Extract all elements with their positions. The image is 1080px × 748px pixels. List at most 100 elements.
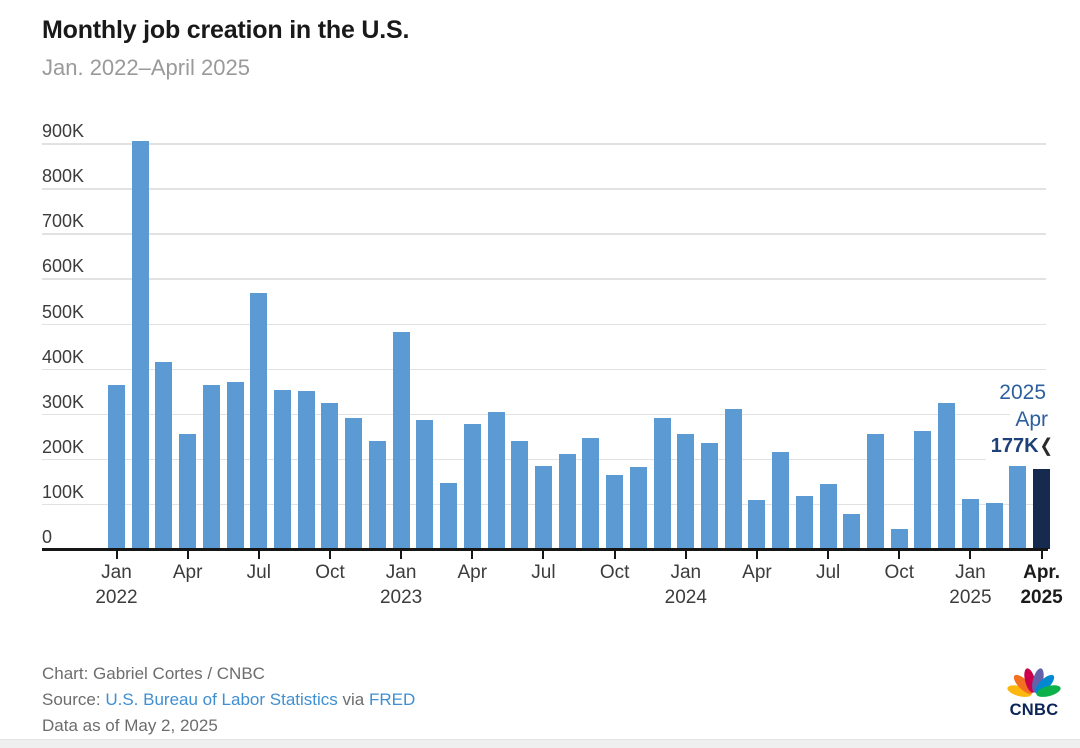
x-axis-line: [42, 548, 1048, 551]
x-axis-year-label-2024: 2024: [664, 587, 707, 608]
x-axis-tick: [969, 550, 972, 559]
x-axis-tick: [1040, 550, 1043, 559]
source-link-bls[interactable]: U.S. Bureau of Labor Statistics: [105, 690, 338, 709]
bar-oct-2022[interactable]: [321, 402, 339, 549]
bar-jan-2023[interactable]: [392, 331, 410, 549]
bar-mar-2025[interactable]: [1009, 465, 1027, 549]
gridline-500K: [42, 323, 1046, 325]
bar-oct-2023[interactable]: [606, 474, 624, 549]
x-axis-year-label-2025: 2025: [949, 587, 992, 608]
bar-jan-2024[interactable]: [677, 433, 695, 549]
annotation-pointer-icon: ❮: [1039, 436, 1053, 457]
y-axis-label-500K: 500K: [42, 301, 85, 322]
bar-jan-2025[interactable]: [961, 498, 979, 549]
bar-mar-2024[interactable]: [724, 409, 742, 549]
x-axis-label-Jan-2023: Jan: [385, 562, 417, 583]
gridline-800K: [42, 188, 1046, 190]
x-axis-tick: [827, 550, 830, 559]
gridline-200K: [42, 458, 1046, 461]
data-as-of: Data as of May 2, 2025: [42, 716, 218, 735]
x-axis-tick: [257, 550, 260, 559]
bar-nov-2024[interactable]: [914, 431, 932, 549]
x-axis-label-Apr: Apr: [742, 562, 772, 583]
bar-sep-2023[interactable]: [582, 438, 600, 549]
bar-dec-2023[interactable]: [653, 418, 671, 549]
bar-apr-2022[interactable]: [179, 434, 197, 549]
y-axis-label-300K: 300K: [42, 391, 85, 412]
x-axis-label-Jul: Jul: [531, 562, 556, 583]
bar-aug-2022[interactable]: [274, 390, 292, 549]
y-axis-label-400K: 400K: [42, 346, 85, 367]
bar-feb-2022[interactable]: [131, 141, 149, 549]
bar-feb-2024[interactable]: [701, 442, 718, 549]
source-prefix: Source:: [42, 690, 101, 709]
bar-sep-2024[interactable]: [867, 433, 885, 549]
bar-feb-2023[interactable]: [416, 419, 434, 549]
bar-jul-2024[interactable]: [819, 484, 837, 549]
page-title: Monthly job creation in the U.S.: [42, 16, 410, 44]
peacock-icon: [1007, 668, 1061, 697]
cnbc-logo[interactable]: CNBC: [1002, 662, 1066, 724]
chart-source-line: Source: U.S. Bureau of Labor Statistics …: [42, 687, 415, 713]
x-axis-tick: [471, 550, 474, 559]
x-axis-year-label-2022: 2022: [95, 587, 138, 608]
annotation-year: 2025: [994, 379, 1046, 406]
chart-footer: Chart: Gabriel Cortes / CNBC Source: U.S…: [42, 661, 415, 739]
bar-jan-2022[interactable]: [108, 384, 125, 549]
bar-nov-2023[interactable]: [629, 466, 647, 549]
x-axis-label-Jul: Jul: [815, 562, 841, 583]
source-mid: via: [342, 690, 365, 709]
page-bottom-edge: [0, 739, 1080, 748]
x-axis-label-Oct: Oct: [599, 562, 630, 583]
x-axis-tick: [328, 550, 331, 559]
x-axis-label-Oct: Oct: [884, 562, 915, 583]
bar-dec-2024[interactable]: [938, 403, 956, 549]
bar-jul-2022[interactable]: [250, 292, 268, 549]
bar-jun-2024[interactable]: [795, 495, 813, 549]
x-axis-label-Jan-2025: Jan: [955, 562, 986, 583]
bar-may-2022[interactable]: [202, 384, 220, 549]
x-axis-tick: [898, 550, 901, 559]
bar-apr-2024[interactable]: [748, 500, 766, 549]
bar-may-2024[interactable]: [772, 451, 790, 549]
bar-apr-2023[interactable]: [463, 423, 481, 549]
bar-aug-2023[interactable]: [558, 454, 576, 549]
gridline-900K: [42, 143, 1046, 145]
gridline-300K: [42, 413, 1046, 416]
gridline-400K: [42, 368, 1046, 371]
gridline-600K: [42, 278, 1046, 280]
bar-sep-2022[interactable]: [297, 391, 315, 549]
bar-mar-2023[interactable]: [440, 483, 458, 549]
bar-apr-2025[interactable]: [1033, 469, 1051, 549]
annotation-value: 177K: [990, 435, 1039, 457]
x-axis-label-Jan-2022: Jan: [101, 562, 132, 583]
x-axis-year-label-2023: 2023: [379, 587, 423, 608]
bar-jun-2023[interactable]: [511, 440, 529, 549]
bar-mar-2022[interactable]: [155, 362, 173, 549]
y-axis-label-0: 0: [42, 527, 53, 547]
bar-dec-2022[interactable]: [368, 441, 386, 549]
latest-value-annotation: 2025 Apr 177K ❮: [985, 379, 1053, 460]
x-axis-tick: [186, 550, 189, 559]
x-axis-label-Jan-2024: Jan: [670, 562, 702, 583]
bar-feb-2025[interactable]: [985, 502, 1003, 549]
x-axis-label-Apr: Apr: [172, 562, 203, 583]
bar-may-2023[interactable]: [487, 412, 505, 549]
bar-jun-2022[interactable]: [226, 382, 244, 549]
x-axis-tick: [400, 550, 403, 559]
annotation-month: Apr: [1010, 406, 1048, 433]
bar-nov-2022[interactable]: [345, 418, 363, 549]
x-axis-tick: [684, 550, 687, 559]
bar-aug-2024[interactable]: [843, 513, 861, 549]
source-link-fred[interactable]: FRED: [368, 690, 416, 709]
bar-oct-2024[interactable]: [890, 529, 908, 549]
y-axis-label-700K: 700K: [42, 211, 85, 232]
x-axis-year-label-2025: 2025: [1020, 587, 1063, 608]
gridline-700K: [42, 233, 1046, 235]
bar-jul-2023[interactable]: [534, 466, 552, 549]
x-axis-label-Apr: Apr: [457, 562, 488, 583]
x-axis-label-Jul: Jul: [246, 562, 271, 583]
y-axis-label-600K: 600K: [42, 256, 85, 277]
y-axis-label-100K: 100K: [42, 481, 85, 502]
chart-credit: Chart: Gabriel Cortes / CNBC: [42, 664, 265, 683]
